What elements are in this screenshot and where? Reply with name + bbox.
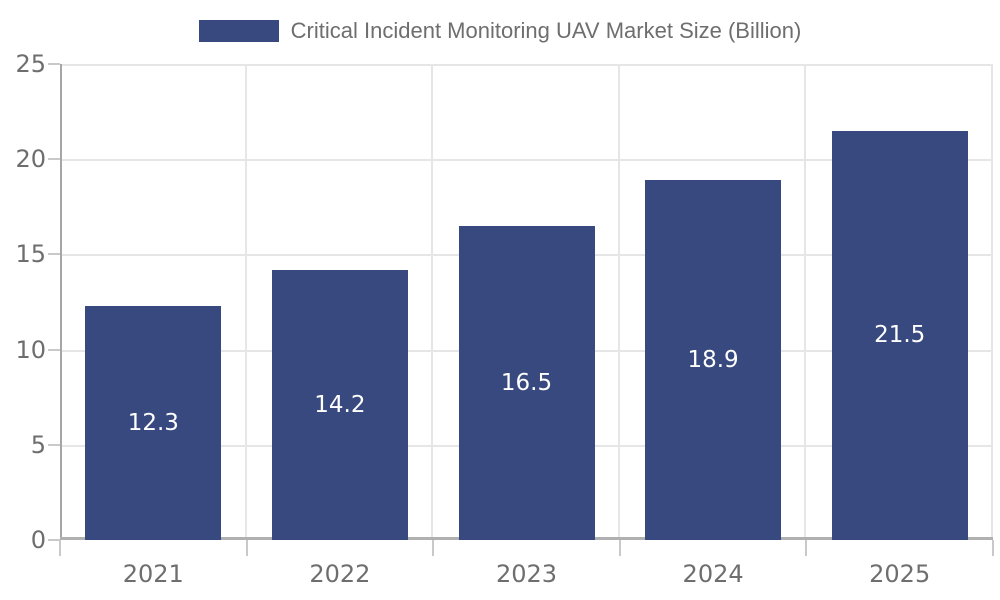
x-tick-label: 2021 [122, 560, 184, 588]
legend-label: Critical Incident Monitoring UAV Market … [290, 18, 802, 43]
bar[interactable]: 14.2 [271, 269, 408, 540]
gridline-vertical [244, 64, 247, 540]
x-tick-mark [805, 540, 808, 556]
y-tick-mark [48, 443, 60, 446]
y-tick-mark [48, 348, 60, 351]
y-tick-mark [48, 63, 60, 65]
bar[interactable]: 21.5 [831, 130, 968, 540]
bar-value-label: 16.5 [500, 369, 553, 396]
y-tick-mark [48, 539, 60, 541]
x-tick-mark [59, 540, 61, 556]
bar-value-label: 14.2 [314, 391, 366, 418]
gridline-vertical [617, 64, 620, 540]
y-axis-line [60, 64, 62, 540]
x-tick-mark [618, 540, 621, 556]
bar[interactable]: 12.3 [85, 305, 222, 540]
y-tick-mark [48, 158, 60, 161]
bar-value-label: 12.3 [127, 409, 179, 436]
y-tick-label: 15 [15, 240, 46, 269]
legend-item[interactable]: Critical Incident Monitoring UAV Market … [198, 18, 802, 44]
gridline-vertical [991, 64, 993, 540]
x-tick-label: 2022 [309, 560, 371, 588]
bar[interactable]: 18.9 [645, 180, 782, 540]
y-tick-label: 10 [15, 335, 46, 364]
y-tick-label: 25 [15, 50, 46, 78]
plot-area: 12.3 14.2 16.5 18.9 21.5 [60, 64, 993, 540]
gridline-horizontal [60, 159, 993, 162]
bar-value-label: 18.9 [687, 347, 739, 374]
x-tick-label: 2023 [495, 560, 558, 588]
y-tick-label: 5 [30, 430, 46, 459]
legend: Critical Incident Monitoring UAV Market … [0, 18, 1000, 44]
x-tick-mark [992, 540, 994, 556]
gridline-vertical [431, 64, 434, 540]
y-tick-label: 20 [15, 145, 46, 174]
bar-value-label: 21.5 [874, 322, 926, 349]
x-tick-label: 2024 [682, 560, 744, 588]
x-tick-mark [432, 540, 435, 556]
y-tick-mark [48, 253, 60, 256]
bar[interactable]: 16.5 [458, 225, 595, 540]
gridline-horizontal [60, 64, 993, 66]
legend-swatch-icon [198, 20, 279, 42]
x-tick-label: 2025 [869, 560, 931, 588]
y-tick-label: 0 [30, 526, 46, 554]
gridline-vertical [804, 64, 807, 540]
x-tick-mark [245, 540, 248, 556]
